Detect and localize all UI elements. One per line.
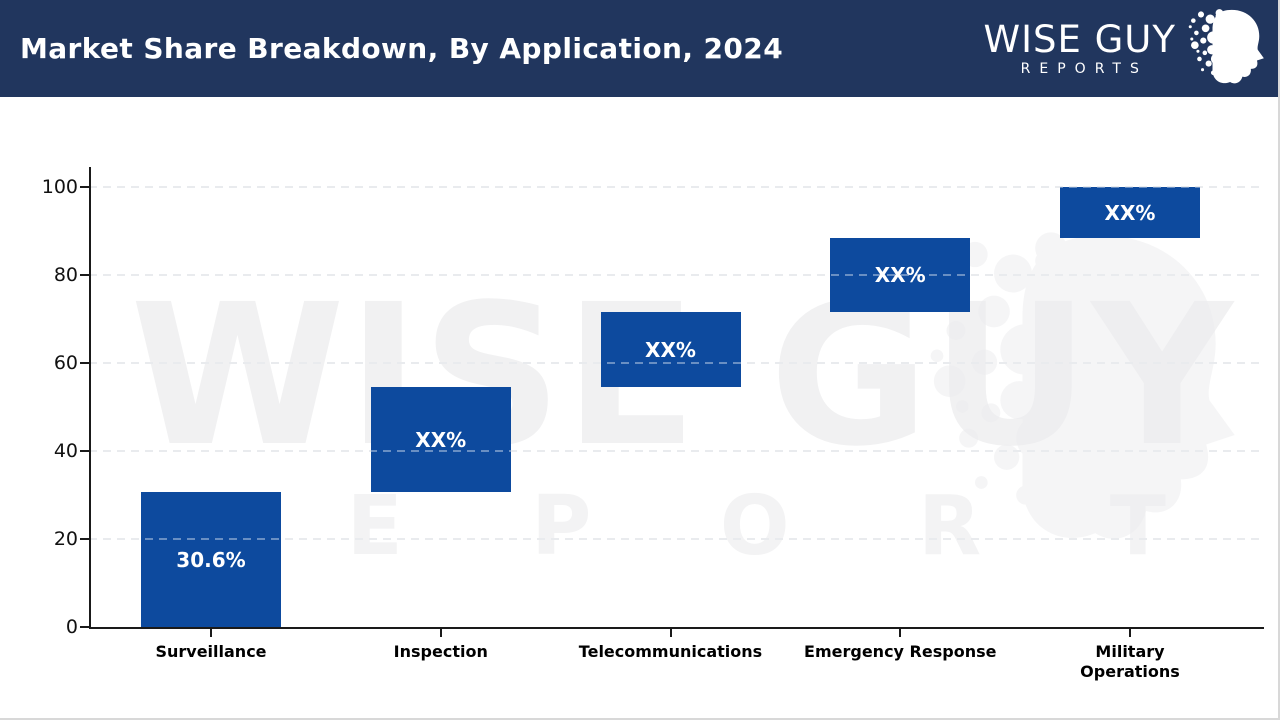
x-axis-line: [89, 627, 1264, 629]
x-axis-tick: [899, 629, 902, 637]
y-axis-tick: [80, 362, 89, 364]
bar-value-label: XX%: [874, 263, 926, 288]
y-axis-tick: [80, 186, 89, 188]
wiseguy-head-logo-icon: [1188, 8, 1264, 83]
y-gridline-overlay: [89, 538, 1264, 540]
header-bar: Market Share Breakdown, By Application, …: [0, 0, 1280, 97]
waterfall-bar-inspection: XX%: [370, 387, 511, 493]
x-axis-tick: [669, 629, 672, 637]
y-gridline-overlay: [89, 274, 1264, 276]
y-axis-tick-label: 0: [65, 616, 78, 638]
waterfall-bar-surveillance: 30.6%: [141, 492, 281, 627]
x-axis-category-label: Inspection: [393, 642, 488, 661]
wiseguy-logo: WISE GUY REPORTS: [984, 5, 1280, 93]
x-axis-tick: [1129, 629, 1131, 637]
bar-value-label: XX%: [415, 427, 467, 452]
waterfall-bar-emergency-response: XX%: [830, 238, 971, 313]
y-axis-tick-label: 60: [53, 352, 78, 374]
y-gridline: [89, 538, 1264, 540]
y-gridline: [89, 274, 1264, 276]
bar-value-label: 30.6%: [176, 547, 246, 572]
y-axis-tick: [80, 538, 89, 540]
y-axis-tick: [80, 450, 89, 452]
x-axis-category-label: Telecommunications: [578, 642, 763, 661]
logo-wordmark: WISE GUY: [983, 18, 1176, 61]
y-axis-tick-label: 20: [53, 528, 78, 550]
x-axis-tick: [210, 629, 212, 637]
x-axis-category-label: Military Operations: [1080, 642, 1180, 681]
y-axis-tick-label: 80: [53, 264, 78, 286]
chart-plot-area: WISE GUY R E P O R T S 0 20 40 60 80 100 30.6%…: [0, 97, 1280, 720]
y-gridline: [89, 186, 1264, 188]
y-gridline-overlay: [89, 186, 1264, 188]
x-axis-category-label: Emergency Response: [804, 642, 997, 661]
y-gridline: [89, 450, 1264, 452]
x-axis-category-label: Surveillance: [155, 642, 267, 661]
bar-value-label: XX%: [645, 337, 696, 362]
y-gridline-overlay: [89, 362, 1264, 364]
waterfall-bar-military-operations: XX%: [1060, 187, 1200, 239]
y-axis-line: [89, 167, 91, 629]
bar-value-label: XX%: [1104, 200, 1156, 225]
wiseguy-logo-text: WISE GUY REPORTS: [984, 21, 1176, 76]
y-axis-tick: [80, 274, 89, 276]
page-title: Market Share Breakdown, By Application, …: [20, 32, 784, 65]
x-axis-tick: [439, 629, 442, 637]
y-gridline-overlay: [89, 450, 1264, 452]
y-axis-tick-label: 40: [53, 440, 78, 462]
logo-subtext: REPORTS: [1020, 61, 1148, 77]
y-axis-tick-label: 100: [41, 176, 78, 198]
waterfall-bar-telecommunications: XX%: [600, 312, 741, 388]
y-axis-tick: [80, 626, 89, 628]
